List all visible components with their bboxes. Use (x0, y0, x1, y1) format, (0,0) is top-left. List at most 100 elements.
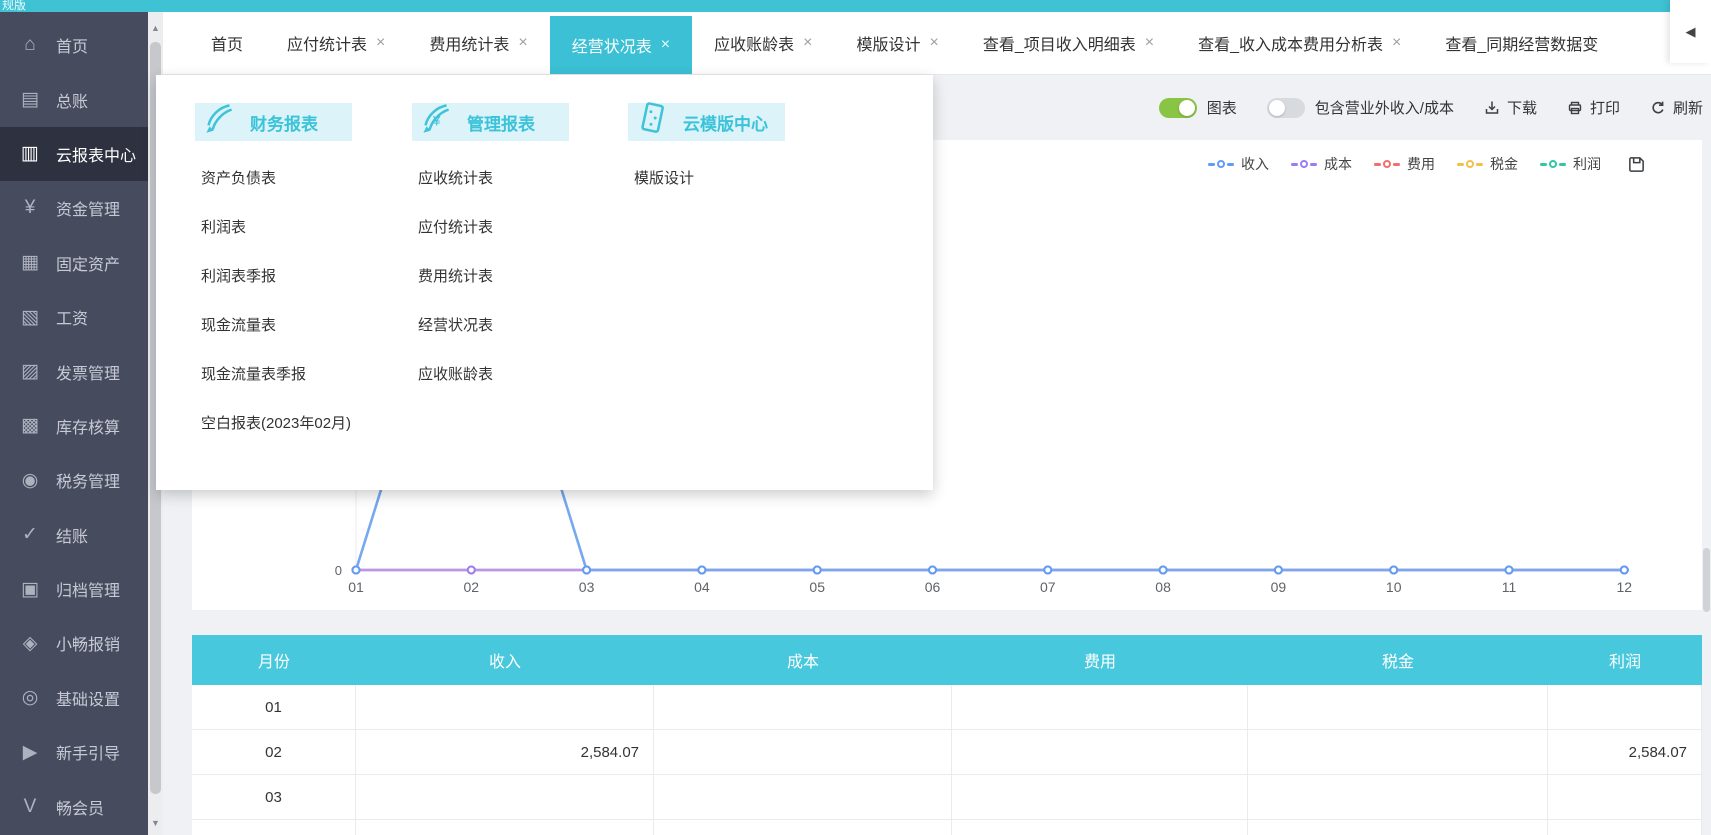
menu-item-cash-flow-quarterly[interactable]: 现金流量表季报 (201, 366, 307, 383)
tab-scroll-left-button[interactable]: ◀ (1670, 0, 1711, 63)
nonoperating-toggle-group: 包含营业外收入/成本 (1266, 97, 1454, 118)
menu-item-list: 资产负债表 利润表 利润表季报 现金流量表 现金流量表季报 空白报表(2023年… (195, 153, 410, 447)
sidebar-item-label: 云报表中心 (56, 147, 137, 165)
sidebar-item-fixed-assets[interactable]: ▦ 固定资产 (0, 236, 148, 290)
report-menu-panel: 财务报表 资产负债表 利润表 利润表季报 现金流量表 现金流量表季报 空白报表(… (156, 75, 933, 490)
menu-item-income-statement-quarterly[interactable]: 利润表季报 (201, 268, 277, 285)
tab-project-income-detail[interactable]: 查看_项目收入明细表 × (982, 34, 1155, 54)
tab-expense-stats[interactable]: 费用统计表 × (429, 34, 528, 54)
legend-marker (1374, 160, 1400, 168)
sidebar-item-settings[interactable]: ◎ 基础设置 (0, 671, 148, 725)
menu-item-operating-status[interactable]: 经营状况表 (418, 317, 494, 334)
closing-icon: ✓ (22, 524, 38, 546)
sidebar-item-label: 基础设置 (56, 691, 121, 709)
sidebar-item-general-ledger[interactable]: ▤ 总账 (0, 72, 148, 126)
tab-template-design[interactable]: 模版设计 × (856, 34, 939, 54)
chart-toggle-group: 图表 (1158, 97, 1237, 118)
salary-icon: ▧ (21, 306, 39, 328)
refresh-button[interactable]: 刷新 (1650, 97, 1703, 118)
sidebar-item-reimburse[interactable]: ◈ 小畅报销 (0, 616, 148, 670)
legend-item-income[interactable]: 收入 (1208, 154, 1269, 174)
sidebar-item-guide[interactable]: ▶ 新手引导 (0, 725, 148, 779)
col-header-profit: 利润 (1608, 654, 1641, 671)
table-row: 04 (192, 820, 1702, 835)
menu-item-cash-flow[interactable]: 现金流量表 (201, 317, 277, 334)
scroll-down-icon[interactable]: ▼ (151, 818, 160, 828)
menu-item-list: 模版设计 (628, 153, 843, 202)
tab-home[interactable]: 首页 (211, 37, 244, 54)
legend-item-profit[interactable]: 利润 (1540, 154, 1601, 174)
sidebar-scrollbar-thumb[interactable] (150, 42, 161, 794)
menu-section-cloud-template: 云模版中心 模版设计 (628, 101, 843, 202)
close-icon[interactable]: × (1144, 34, 1155, 51)
menu-item-blank-report[interactable]: 空白报表(2023年02月) (201, 415, 352, 432)
sidebar-item-archive[interactable]: ▣ 归档管理 (0, 562, 148, 616)
sidebar-item-cloud-reports[interactable]: ▥ 云报表中心 (0, 126, 148, 182)
legend-item-cost[interactable]: 成本 (1291, 154, 1352, 174)
tab-period-compare[interactable]: 查看_同期经营数据变 (1445, 37, 1599, 54)
print-button[interactable]: 打印 (1567, 97, 1620, 118)
menu-section-header: 财务报表 (195, 103, 352, 141)
close-icon[interactable]: × (518, 34, 528, 51)
menu-item-receivable-aging[interactable]: 应收账龄表 (418, 366, 494, 383)
tab-receivable-aging[interactable]: 应收账龄表 × (714, 34, 813, 54)
legend-item-expense[interactable]: 费用 (1374, 154, 1435, 174)
menu-item-balance-sheet[interactable]: 资产负债表 (201, 170, 277, 187)
member-icon: V (23, 795, 37, 817)
col-header-income: 收入 (488, 654, 521, 671)
menu-item-payable-stats[interactable]: 应付统计表 (418, 219, 494, 236)
brand-clipped-text: 规版 (2, 0, 27, 12)
close-icon[interactable]: × (1391, 34, 1402, 51)
svg-text:01: 01 (348, 579, 364, 595)
sidebar-item-label: 固定资产 (56, 256, 121, 274)
cloud-report-icon: ▥ (21, 143, 39, 165)
table-row: 03 (192, 775, 1702, 820)
archive-icon: ▣ (21, 578, 39, 600)
cloud-template-icon (631, 101, 673, 144)
toggle-knob (1268, 99, 1285, 116)
content-scrollbar-thumb[interactable] (1703, 548, 1710, 612)
menu-section-header: 云模版中心 (628, 101, 785, 144)
menu-item-expense-stats[interactable]: 费用统计表 (418, 268, 494, 285)
menu-item-list: 应收统计表 应付统计表 费用统计表 经营状况表 应收账龄表 (412, 153, 627, 398)
nonoperating-toggle[interactable] (1266, 97, 1305, 118)
scroll-up-icon[interactable]: ▲ (151, 23, 160, 33)
legend-item-tax[interactable]: 税金 (1457, 154, 1518, 174)
sidebar-item-member[interactable]: V 畅会员 (0, 779, 148, 833)
svg-text:09: 09 (1271, 579, 1287, 595)
sidebar-item-tax[interactable]: ◉ 税务管理 (0, 453, 148, 507)
menu-item-receivable-stats[interactable]: 应收统计表 (418, 170, 494, 187)
menu-item-income-statement[interactable]: 利润表 (201, 219, 247, 236)
download-icon (1484, 100, 1500, 116)
close-icon[interactable]: × (803, 34, 813, 51)
tab-operating-status[interactable]: 经营状况表 × (549, 15, 693, 74)
fixed-assets-icon: ▦ (21, 252, 39, 274)
close-icon[interactable]: × (376, 34, 386, 51)
svg-text:07: 07 (1040, 579, 1056, 595)
chart-legend: 收入 成本 费用 税金 利润 (1208, 154, 1646, 174)
table-row: 02 2,584.07 2,584.07 (192, 730, 1702, 775)
sidebar-item-salary[interactable]: ▧ 工资 (0, 290, 148, 344)
svg-text:10: 10 (1386, 579, 1402, 595)
tab-payable-stats[interactable]: 应付统计表 × (287, 34, 386, 54)
close-icon[interactable]: × (929, 34, 939, 51)
sidebar-nav: ⌂ 首页 ▤ 总账 ▥ 云报表中心 ¥ 资金管理 ▦ 固定资产 ▧ 工资 ▨ 发票管理 ▩ 库存… (0, 12, 148, 835)
sidebar-item-invoice[interactable]: ▨ 发票管理 (0, 344, 148, 398)
sidebar-item-label: 税务管理 (56, 474, 121, 492)
sidebar-item-inventory[interactable]: ▩ 库存核算 (0, 399, 148, 453)
save-chart-icon[interactable] (1627, 155, 1646, 174)
sidebar-item-closing[interactable]: ✓ 结账 (0, 508, 148, 562)
close-icon[interactable]: × (660, 36, 671, 53)
sidebar-item-label: 发票管理 (56, 365, 121, 383)
menu-section-header: ¥ 管理报表 (412, 103, 569, 141)
tab-income-cost-analysis[interactable]: 查看_收入成本费用分析表 × (1198, 34, 1402, 54)
col-header-expense: 费用 (1083, 654, 1116, 671)
sidebar-item-funds[interactable]: ¥ 资金管理 (0, 181, 148, 235)
sidebar-item-label: 首页 (56, 39, 89, 57)
menu-item-template-design[interactable]: 模版设计 (634, 170, 695, 187)
chart-toggle[interactable] (1158, 97, 1197, 118)
legend-marker (1208, 160, 1234, 168)
sidebar-item-home[interactable]: ⌂ 首页 (0, 18, 148, 72)
download-button[interactable]: 下载 (1484, 97, 1537, 118)
